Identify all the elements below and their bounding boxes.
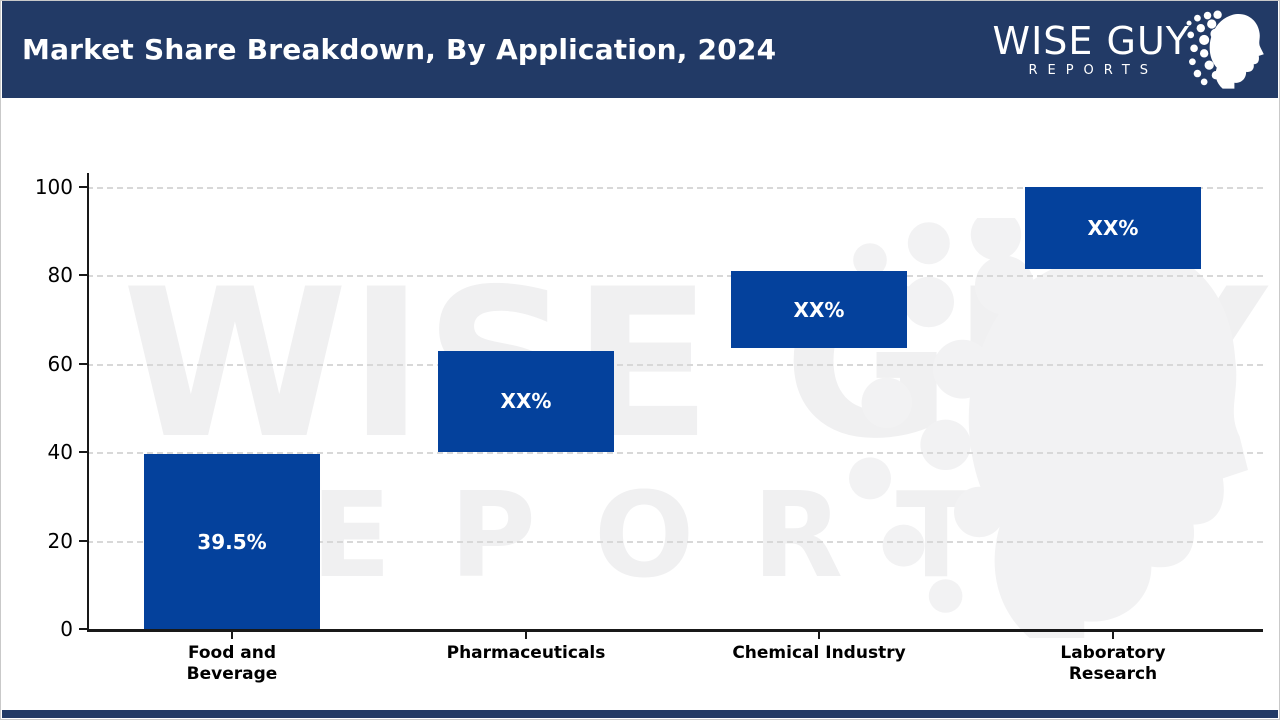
x-tick-mark-0 xyxy=(231,632,233,639)
footer-bar xyxy=(2,710,1278,718)
chart-area: WISE GUY REPORTS 0 20 40 60 80 100 39.5% Food a… xyxy=(2,98,1278,710)
y-tick-label-80: 80 xyxy=(47,263,73,288)
gridline-40 xyxy=(87,452,1263,455)
bar-pharmaceuticals[interactable]: XX% xyxy=(438,350,614,453)
logo-wordmark: WISE GUY xyxy=(992,18,1190,63)
category-label-3: Laboratory Research xyxy=(1060,643,1166,685)
brand-logo: WISE GUY REPORTS xyxy=(993,8,1268,92)
y-tick-label-40: 40 xyxy=(47,440,73,465)
y-tick-mark-60 xyxy=(79,362,87,365)
logo-subtitle: REPORTS xyxy=(1028,62,1159,78)
y-tick-mark-0 xyxy=(79,628,87,630)
y-tick-mark-80 xyxy=(79,274,87,277)
head-profile-icon xyxy=(1186,10,1264,89)
y-tick-label-100: 100 xyxy=(34,175,73,199)
x-tick-mark-2 xyxy=(818,632,820,639)
y-tick-label-20: 20 xyxy=(47,528,73,553)
bar-value-label: XX% xyxy=(793,297,845,322)
bar-food-and-beverage[interactable]: 39.5% xyxy=(144,454,320,629)
y-tick-label-60: 60 xyxy=(47,351,73,376)
bar-chemical-industry[interactable]: XX% xyxy=(731,270,907,349)
category-label-2: Chemical Industry xyxy=(732,643,906,663)
bar-value-label: XX% xyxy=(1087,215,1139,240)
plot-area: 0 20 40 60 80 100 39.5% Food and Beverage XX% Pha… xyxy=(2,98,1278,710)
y-axis xyxy=(87,173,89,631)
category-label-0: Food and Beverage xyxy=(186,643,278,685)
y-tick-mark-20 xyxy=(79,539,87,542)
x-tick-mark-1 xyxy=(525,632,527,639)
bar-value-label: 39.5% xyxy=(197,529,267,554)
category-label-1: Pharmaceuticals xyxy=(446,643,606,663)
page-title: Market Share Breakdown, By Application, … xyxy=(22,33,777,66)
gridline-60 xyxy=(87,363,1263,366)
gridline-80 xyxy=(87,275,1263,278)
x-tick-mark-3 xyxy=(1112,632,1114,639)
y-tick-mark-40 xyxy=(79,451,87,454)
gridline-100 xyxy=(87,187,1263,189)
y-tick-label-0: 0 xyxy=(60,617,73,641)
bar-laboratory-research[interactable]: XX% xyxy=(1025,187,1201,269)
y-tick-mark-100 xyxy=(79,186,87,188)
logo-text: WISE GUY REPORTS xyxy=(993,22,1190,78)
header: Market Share Breakdown, By Application, … xyxy=(2,1,1278,98)
x-axis xyxy=(87,629,1263,632)
bar-value-label: XX% xyxy=(500,389,552,414)
gridline-20 xyxy=(87,540,1263,543)
